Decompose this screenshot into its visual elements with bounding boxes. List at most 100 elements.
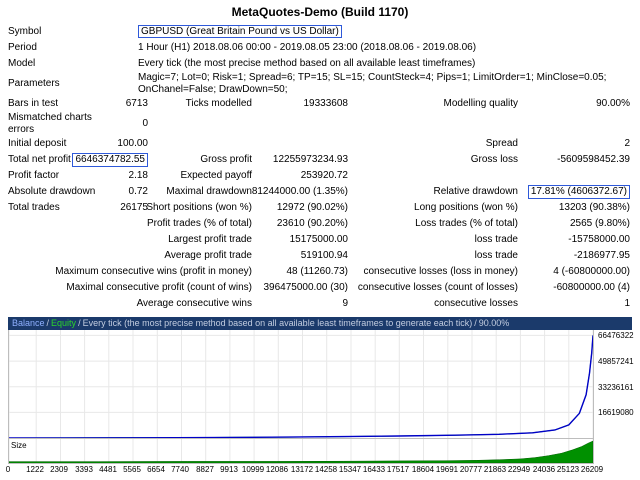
absolute-drawdown-label: Absolute drawdown — [8, 186, 96, 197]
spread-label: Spread — [485, 138, 518, 149]
x-tick-label: 25123 — [556, 465, 580, 474]
report-row-net-profit: Total net profit 6646374782.55 Gross pro… — [0, 152, 640, 168]
report-row-drawdown: Absolute drawdown 0.72 Maximal drawdown … — [0, 184, 640, 200]
y-tick-label: 66476322 — [598, 331, 634, 340]
main-gridlines — [9, 330, 593, 438]
profit-trades-label: Profit trades (% of total) — [146, 218, 252, 229]
relative-drawdown-value-cell: 17.81% (4606372.67) — [518, 185, 630, 199]
x-tick-label: 18604 — [411, 465, 435, 474]
x-tick-label: 2309 — [50, 465, 68, 474]
report-row-mismatched: Mismatched charts errors 0 — [0, 112, 640, 136]
bars-label: Bars in test — [8, 98, 59, 109]
parameters-line-2: OnChanel=False; DrawDown=50; — [138, 84, 288, 95]
mismatched-value: 0 — [142, 118, 148, 129]
size-plot-area: Size — [8, 439, 594, 464]
avg-consec-losses-label: consecutive losses — [434, 298, 518, 309]
gross-profit-label: Gross profit — [200, 154, 252, 165]
y-tick-label: 16619080 — [598, 408, 634, 417]
x-tick-label: 5565 — [123, 465, 141, 474]
y-tick-label: 33236161 — [598, 383, 634, 392]
relative-drawdown-value: 17.81% (4606372.67) — [527, 185, 630, 199]
largest-loss-value: -15758000.00 — [568, 234, 630, 245]
absolute-drawdown-value: 0.72 — [128, 186, 148, 197]
x-tick-label: 17517 — [386, 465, 410, 474]
parameters-label: Parameters — [8, 78, 60, 89]
report-row-model: Model Every tick (the most precise metho… — [0, 56, 640, 72]
symbol-value-cell: GBPUSD (Great Britain Pound vs US Dollar… — [108, 25, 630, 38]
balance-plot-area: 66476322 49857241 33236161 16619080 — [8, 330, 634, 439]
maximal-consec-loss-label: consecutive losses (count of losses) — [357, 282, 518, 293]
report-row-average-consecutive: Average consecutive wins 9 consecutive l… — [0, 296, 640, 312]
x-tick-label: 24036 — [532, 465, 556, 474]
quality-value: 90.00% — [596, 98, 630, 109]
largest-profit-value: 15175000.00 — [289, 234, 348, 245]
x-tick-label: 0 — [5, 465, 11, 474]
report-title: MetaQuotes-Demo (Build 1170) — [231, 5, 409, 19]
expected-payoff-label: Expected payoff — [180, 170, 252, 181]
legend-equity: Equity — [51, 318, 77, 328]
report-row-maximal-consecutive: Maximal consecutive profit (count of win… — [0, 280, 640, 296]
symbol-value: GBPUSD (Great Britain Pound vs US Dollar… — [138, 25, 342, 38]
legend-quality: 90.00% — [478, 318, 510, 328]
report-row-profit-trades: Profit trades (% of total) 23610 (90.20%… — [0, 216, 640, 232]
max-consec-losses-value: 4 (-60800000.00) — [553, 266, 630, 277]
gross-profit-value: 12255973234.93 — [272, 154, 348, 165]
maximal-drawdown-label: Maximal drawdown — [166, 186, 252, 197]
report-row-bars: Bars in test 6713 Ticks modelled 1933360… — [0, 96, 640, 112]
avg-consec-losses-value: 1 — [624, 298, 630, 309]
x-tick-label: 13172 — [290, 465, 314, 474]
loss-trades-value: 2565 (9.80%) — [569, 218, 630, 229]
gross-loss-label: Gross loss — [470, 154, 518, 165]
max-consec-wins-value: 48 (11260.73) — [286, 266, 348, 277]
gross-loss-value: -5609598452.39 — [557, 154, 630, 165]
report-row-profit-factor: Profit factor 2.18 Expected payoff 25392… — [0, 168, 640, 184]
total-trades-value: 26175 — [120, 202, 148, 213]
deposit-value: 100.00 — [117, 138, 148, 149]
deposit-label: Initial deposit — [8, 138, 67, 149]
balance-line — [9, 335, 593, 438]
bars-value: 6713 — [125, 98, 148, 109]
legend-separator: / — [46, 318, 50, 328]
parameters-value: Magic=7; Lot=0; Risk=1; Spread=6; TP=15;… — [108, 72, 630, 96]
ticks-label: Ticks modelled — [185, 98, 252, 109]
maximal-consec-profit-label: Maximal consecutive profit (count of win… — [66, 282, 252, 293]
x-tick-label: 9913 — [220, 465, 238, 474]
net-profit-value: 6646374782.55 — [72, 153, 148, 167]
chart-legend-bar: Balance / Equity / Every tick (the most prec… — [8, 317, 632, 330]
maximal-consec-loss-value: -60800000.00 (4) — [553, 282, 630, 293]
model-label: Model — [8, 58, 36, 69]
x-tick-label: 21863 — [483, 465, 507, 474]
balance-equity-plot — [8, 330, 594, 439]
x-tick-label: 16433 — [362, 465, 386, 474]
legend-separator: / — [474, 318, 477, 328]
loss-trades-label: Loss trades (% of total) — [415, 218, 518, 229]
report-row-period: Period 1 Hour (H1) 2018.08.06 00:00 - 20… — [0, 40, 640, 56]
long-positions-label: Long positions (won %) — [414, 202, 518, 213]
total-trades-label: Total trades — [8, 202, 60, 213]
symbol-label: Symbol — [8, 26, 42, 37]
period-label: Period — [8, 42, 37, 53]
short-positions-label: Short positions (won %) — [146, 202, 252, 213]
report-row-deposit: Initial deposit 100.00 Spread 2 — [0, 136, 640, 152]
report-row-parameters: Parameters Magic=7; Lot=0; Risk=1; Sprea… — [0, 72, 640, 96]
ticks-value: 19333608 — [303, 98, 349, 109]
size-gridlines — [9, 439, 593, 463]
x-axis-labels: 0 1222 2309 3393 4481 5565 6654 7740 8827 9913 109… — [5, 465, 632, 475]
x-tick-label: 26209 — [580, 465, 604, 474]
expected-payoff-value: 253920.72 — [300, 170, 348, 181]
size-plot — [8, 439, 594, 464]
spread-value: 2 — [624, 138, 630, 149]
x-tick-label: 3393 — [75, 465, 93, 474]
average-loss-label: loss trade — [474, 250, 518, 261]
x-tick-label: 8827 — [196, 465, 214, 474]
x-tick-label: 20777 — [459, 465, 483, 474]
max-consec-wins-label: Maximum consecutive wins (profit in mone… — [55, 266, 252, 277]
profit-factor-label: Profit factor — [8, 170, 60, 181]
quality-label: Modelling quality — [443, 98, 519, 109]
largest-profit-label: Largest profit trade — [168, 234, 252, 245]
model-value: Every tick (the most precise method base… — [138, 58, 476, 69]
x-tick-label: 22949 — [507, 465, 531, 474]
report-table: Symbol GBPUSD (Great Britain Pound vs US… — [0, 24, 640, 312]
x-tick-label: 14258 — [314, 465, 338, 474]
